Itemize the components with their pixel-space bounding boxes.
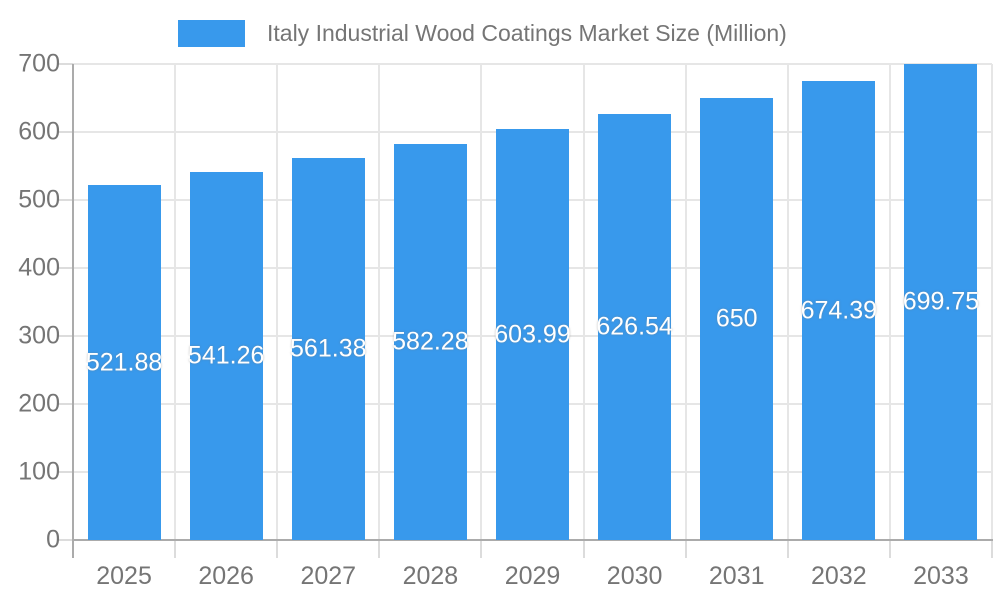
x-axis-tick xyxy=(174,541,177,558)
bar-value-label: 541.26 xyxy=(187,341,265,370)
x-axis-tick-label: 2026 xyxy=(198,562,254,590)
x-axis-tick xyxy=(276,541,279,558)
bar-2025[interactable] xyxy=(87,185,161,540)
bar-value-label: 650 xyxy=(715,304,758,333)
y-axis-tick-label: 300 xyxy=(18,321,60,350)
bar-2026[interactable] xyxy=(189,171,263,540)
bar-2028[interactable] xyxy=(393,144,467,540)
y-axis-tick-label: 200 xyxy=(18,389,60,418)
y-axis-line xyxy=(72,64,74,558)
gridline-vertical xyxy=(276,64,279,540)
gridline-vertical xyxy=(888,64,891,540)
bar-value-label: 603.99 xyxy=(494,320,571,349)
bar-value-label: 674.39 xyxy=(800,296,878,325)
x-axis-tick-label: 2030 xyxy=(606,562,663,590)
y-axis-tick-label: 0 xyxy=(46,525,60,554)
gridline-vertical xyxy=(174,64,177,540)
y-axis-tick-label: 700 xyxy=(18,49,60,78)
x-axis-tick xyxy=(888,541,891,558)
gridline-vertical xyxy=(378,64,381,540)
legend-label: Italy Industrial Wood Coatings Market Si… xyxy=(267,20,787,46)
x-axis-line xyxy=(72,539,993,541)
y-axis-tick xyxy=(59,335,73,337)
bar-value-label: 699.75 xyxy=(902,287,980,316)
bar-2027[interactable] xyxy=(291,158,365,540)
y-axis-tick xyxy=(59,131,73,133)
bar-2030[interactable] xyxy=(598,113,672,540)
bar-2029[interactable] xyxy=(496,129,569,540)
y-axis-tick xyxy=(59,199,73,201)
bar-2032[interactable] xyxy=(802,81,876,540)
y-axis-tick-label: 600 xyxy=(18,117,60,146)
x-axis-tick xyxy=(480,541,483,558)
x-axis-tick-label: 2031 xyxy=(708,562,765,590)
x-axis-tick xyxy=(684,541,687,558)
bar-value-label: 561.38 xyxy=(290,334,367,363)
x-axis-tick-label: 2028 xyxy=(402,562,459,590)
bar-value-label: 582.28 xyxy=(392,327,469,356)
x-axis-tick-label: 2025 xyxy=(96,562,152,590)
x-axis-tick-label: 2032 xyxy=(811,562,867,590)
chart-legend[interactable]: Italy Industrial Wood Coatings Market Si… xyxy=(178,20,787,47)
y-axis-tick-label: 400 xyxy=(18,253,60,282)
gridline-vertical xyxy=(684,64,687,540)
legend-swatch xyxy=(178,20,245,47)
y-axis-tick xyxy=(59,403,73,405)
bar-value-label: 521.88 xyxy=(85,348,163,377)
gridline-vertical xyxy=(786,64,789,540)
x-axis-tick-label: 2027 xyxy=(300,562,357,590)
x-axis-tick xyxy=(991,541,993,558)
x-axis-tick-label: 2029 xyxy=(504,562,561,590)
x-axis-tick xyxy=(582,541,585,558)
bar-2033[interactable] xyxy=(904,64,978,540)
x-axis-tick xyxy=(786,541,789,558)
gridline-horizontal xyxy=(73,63,992,65)
gridline-vertical xyxy=(582,64,585,540)
y-axis-tick-label: 100 xyxy=(18,457,60,486)
y-axis-tick xyxy=(59,539,73,541)
y-axis-tick xyxy=(59,471,73,473)
y-axis-tick-label: 500 xyxy=(18,185,60,214)
x-axis-tick xyxy=(378,541,381,558)
gridline-vertical xyxy=(480,64,483,540)
bar-2031[interactable] xyxy=(700,98,774,540)
y-axis-tick xyxy=(59,63,73,65)
gridline-vertical xyxy=(991,64,993,540)
bar-value-label: 626.54 xyxy=(596,312,673,341)
x-axis-tick-label: 2033 xyxy=(913,562,969,590)
y-axis-tick xyxy=(59,267,73,269)
